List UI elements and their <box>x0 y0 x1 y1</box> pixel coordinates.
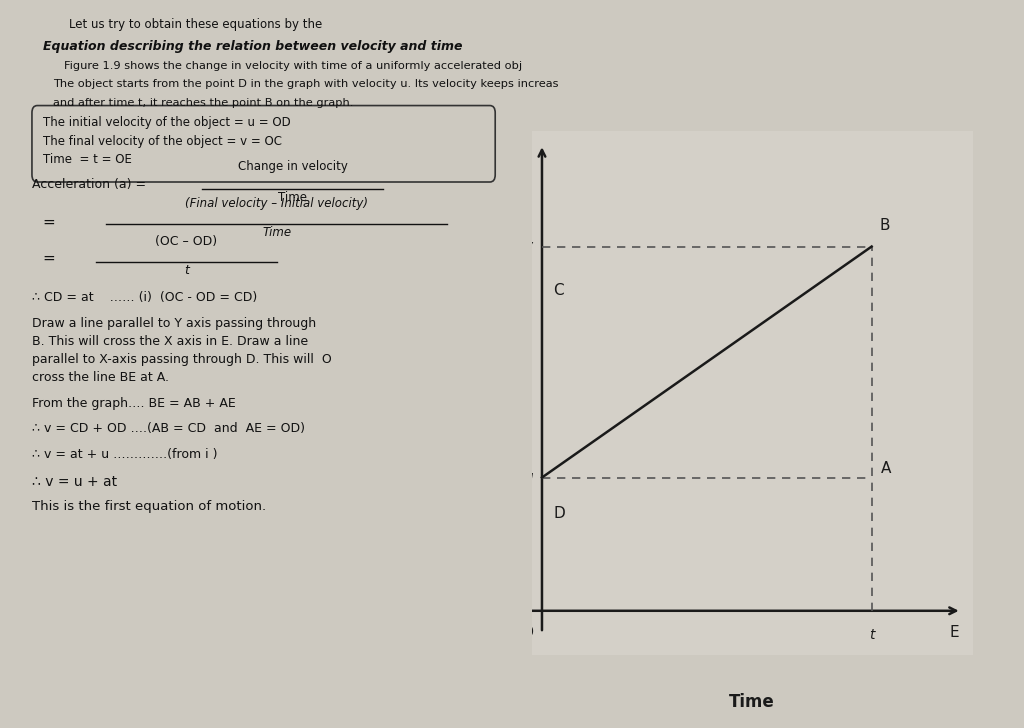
Text: parallel to X-axis passing through D. This will  O: parallel to X-axis passing through D. Th… <box>32 353 332 366</box>
Text: D: D <box>553 505 565 521</box>
Text: t: t <box>184 264 188 277</box>
Text: The initial velocity of the object = u = OD: The initial velocity of the object = u =… <box>43 116 291 130</box>
Text: ∴ v = CD + OD ….(AB = CD  and  AE = OD): ∴ v = CD + OD ….(AB = CD and AE = OD) <box>32 422 305 435</box>
Text: cross the line BE at A.: cross the line BE at A. <box>32 371 169 384</box>
Text: Time: Time <box>262 226 292 239</box>
Text: The object starts from the point D in the graph with velocity u. Its velocity ke: The object starts from the point D in th… <box>53 79 559 90</box>
Text: ∴ CD = at    …… (i)  (OC - OD = CD): ∴ CD = at …… (i) (OC - OD = CD) <box>32 291 257 304</box>
Text: ∴ v = at + u ………….(from i ): ∴ v = at + u ………….(from i ) <box>32 448 217 461</box>
Text: Time: Time <box>729 693 774 711</box>
Text: Let us try to obtain these equations by the: Let us try to obtain these equations by … <box>70 18 323 31</box>
Text: B. This will cross the X axis in E. Draw a line: B. This will cross the X axis in E. Draw… <box>32 335 308 348</box>
Text: B: B <box>880 218 890 233</box>
Text: u: u <box>523 470 532 485</box>
Text: Change in velocity: Change in velocity <box>238 160 348 173</box>
Text: and after time t, it reaches the point B on the graph.: and after time t, it reaches the point B… <box>53 98 353 108</box>
Text: Velocity: Velocity <box>444 363 460 423</box>
Text: Draw a line parallel to Y axis passing through: Draw a line parallel to Y axis passing t… <box>32 317 316 330</box>
Text: (Final velocity – Initial velocity): (Final velocity – Initial velocity) <box>185 197 369 210</box>
Text: C: C <box>553 283 564 298</box>
Text: Time  = t = OE: Time = t = OE <box>43 153 131 166</box>
Text: Equation describing the relation between velocity and time: Equation describing the relation between… <box>43 40 462 53</box>
Text: Acceleration (a) =: Acceleration (a) = <box>32 178 146 191</box>
Text: t: t <box>869 628 874 642</box>
Text: =: = <box>43 251 55 266</box>
Text: The final velocity of the object = v = OC: The final velocity of the object = v = O… <box>43 135 282 148</box>
Text: This is the first equation of motion.: This is the first equation of motion. <box>32 500 266 513</box>
Text: ∴ v = u + at: ∴ v = u + at <box>32 475 117 488</box>
Text: A: A <box>881 461 891 476</box>
Text: Figure 1.9 shows the change in velocity with time of a uniformly accelerated obj: Figure 1.9 shows the change in velocity … <box>63 61 522 71</box>
Text: E: E <box>949 625 958 641</box>
Text: O: O <box>521 625 532 641</box>
Text: v: v <box>523 239 532 254</box>
Text: From the graph…. BE = AB + AE: From the graph…. BE = AB + AE <box>32 397 236 410</box>
Text: Time: Time <box>279 191 307 204</box>
Text: =: = <box>43 215 55 230</box>
Text: (OC – OD): (OC – OD) <box>156 234 217 248</box>
